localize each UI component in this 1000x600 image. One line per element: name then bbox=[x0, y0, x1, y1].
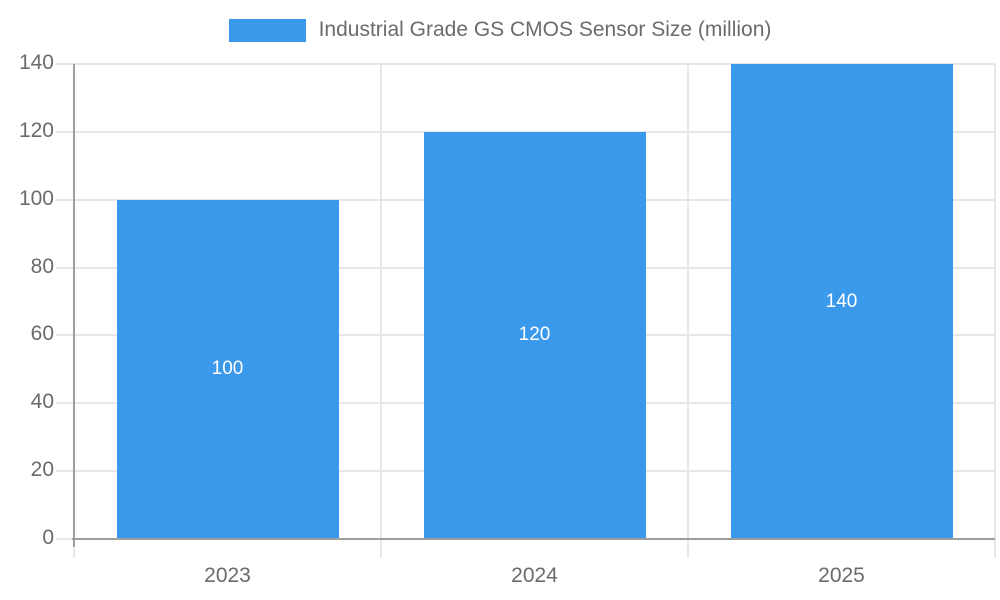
bar-2025[interactable]: 140 bbox=[730, 64, 953, 539]
bar-value-label: 140 bbox=[825, 290, 858, 312]
bar-value-label: 100 bbox=[211, 358, 244, 380]
y-axis-line bbox=[72, 64, 75, 547]
y-tick-label: 100 bbox=[18, 186, 54, 210]
y-tick-label: 80 bbox=[30, 254, 54, 278]
x-gridline bbox=[380, 64, 382, 558]
y-tick-label: 0 bbox=[42, 526, 54, 549]
x-gridline bbox=[687, 64, 689, 558]
x-gridline bbox=[994, 64, 996, 558]
bar-2023[interactable]: 100 bbox=[116, 199, 339, 539]
x-tick-label: 2023 bbox=[204, 564, 251, 587]
y-tick-label: 40 bbox=[30, 390, 54, 414]
x-axis-line bbox=[72, 538, 995, 540]
bar-2024[interactable]: 120 bbox=[423, 131, 646, 539]
x-tick-label: 2025 bbox=[818, 564, 865, 587]
chart-legend[interactable]: Industrial Grade GS CMOS Sensor Size (mi… bbox=[0, 17, 1000, 43]
legend-swatch-icon bbox=[228, 18, 306, 42]
bar-value-label: 120 bbox=[518, 324, 551, 346]
x-tick-label: 2024 bbox=[511, 564, 558, 587]
y-tick-label: 60 bbox=[30, 322, 54, 346]
y-tick-label: 140 bbox=[18, 51, 54, 74]
legend-label: Industrial Grade GS CMOS Sensor Size (mi… bbox=[318, 18, 772, 41]
y-tick-label: 20 bbox=[30, 458, 54, 482]
y-gridline bbox=[56, 63, 995, 65]
y-tick-label: 120 bbox=[18, 118, 54, 142]
